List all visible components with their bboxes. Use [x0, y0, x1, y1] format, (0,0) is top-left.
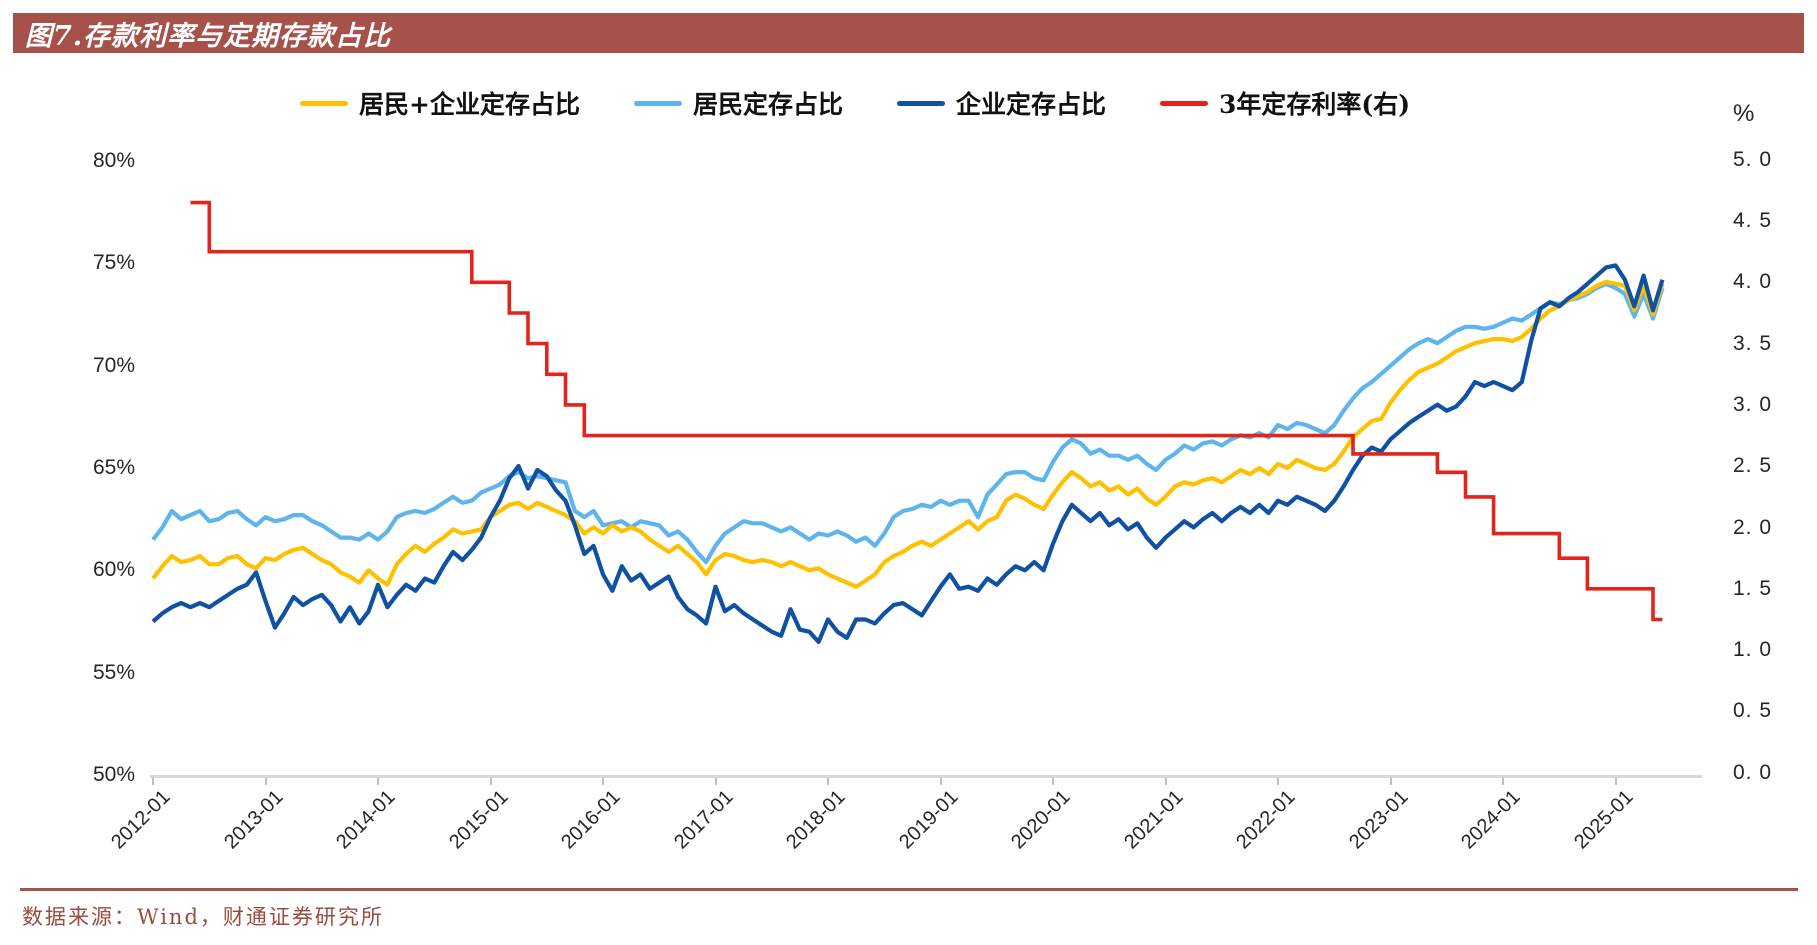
legend-label: 居民+企业定存占比: [359, 90, 580, 119]
left-axis-tick-label: 65%: [92, 456, 135, 479]
legend-item-resident-share: 居民定存占比: [633, 85, 843, 121]
left-axis-tick-label: 80%: [92, 149, 135, 172]
legend-item-deposit-rate: 3年定存利率(右): [1159, 85, 1411, 121]
x-axis-tick-mark: [714, 778, 717, 785]
figure-title-bar: 图7.存款利率与定期存款占比: [13, 13, 1804, 53]
data-source-note: 数据来源：Wind，财通证券研究所: [22, 905, 384, 929]
legend-item-corporate-share: 企业定存占比: [896, 85, 1106, 121]
x-axis-tick-mark: [1277, 778, 1279, 785]
legend-swatch-combined-share-icon: [300, 100, 348, 106]
x-axis-tick-mark: [489, 778, 492, 785]
legend-item-combined-share: 居民+企业定存占比: [300, 85, 580, 121]
right-axis-unit: %: [1733, 100, 1755, 127]
left-axis-tick-label: 70%: [92, 353, 135, 377]
x-axis-tick-mark: [152, 778, 154, 785]
legend-swatch-corporate-share-icon: [896, 100, 945, 106]
right-axis-tick-label: 0. 5: [1733, 699, 1773, 723]
right-axis-tick-label: 2. 0: [1733, 515, 1773, 539]
right-axis-tick-label: 3. 0: [1733, 392, 1773, 416]
legend-swatch-resident-share-icon: [633, 100, 682, 106]
left-axis-tick-label: 50%: [92, 763, 135, 786]
x-axis-line: [150, 775, 1702, 778]
right-axis-tick-label: 1. 5: [1733, 576, 1773, 600]
x-axis-tick-mark: [1614, 778, 1617, 785]
x-axis-tick-mark: [264, 778, 267, 785]
right-axis-tick-label: 5. 0: [1733, 147, 1773, 171]
right-axis-tick-label: 1. 0: [1733, 638, 1773, 662]
line-combined-share: [151, 279, 1665, 589]
line-deposit-rate: [190, 200, 1663, 622]
right-axis-tick-label: 4. 0: [1733, 270, 1773, 294]
right-axis-tick-label: 4. 5: [1733, 209, 1773, 232]
x-axis-tick-mark: [377, 778, 379, 785]
x-axis-tick-mark: [1502, 778, 1504, 785]
x-axis-tick-mark: [1389, 778, 1392, 785]
chart-legend: 居民+企业定存占比 居民定存占比 企业定存占比 3年定存利率(右): [300, 85, 1410, 121]
x-axis-tick-mark: [1164, 778, 1167, 785]
legend-label: 居民定存占比: [692, 90, 843, 119]
left-axis-tick-label: 75%: [92, 251, 135, 275]
footer-divider: [20, 888, 1798, 891]
line-corporate-share: [151, 263, 1665, 645]
x-axis-tick-mark: [939, 778, 942, 785]
right-axis-tick-label: 2. 5: [1733, 454, 1773, 478]
left-axis-tick-label: 60%: [92, 558, 135, 582]
legend-label: 企业定存占比: [955, 90, 1106, 119]
legend-swatch-deposit-rate-icon: [1159, 100, 1208, 106]
x-axis-tick-mark: [602, 778, 604, 785]
legend-label: 3年定存利率(右): [1218, 90, 1411, 119]
right-axis-tick-label: 0. 0: [1733, 760, 1773, 784]
line-resident-share: [151, 281, 1665, 565]
left-axis-tick-label: 55%: [92, 660, 135, 684]
right-axis-tick-label: 3. 5: [1733, 331, 1773, 355]
x-axis-tick-mark: [827, 778, 829, 785]
figure-title: 图7.存款利率与定期存款占比: [25, 20, 392, 52]
x-axis-tick-mark: [1052, 778, 1054, 785]
